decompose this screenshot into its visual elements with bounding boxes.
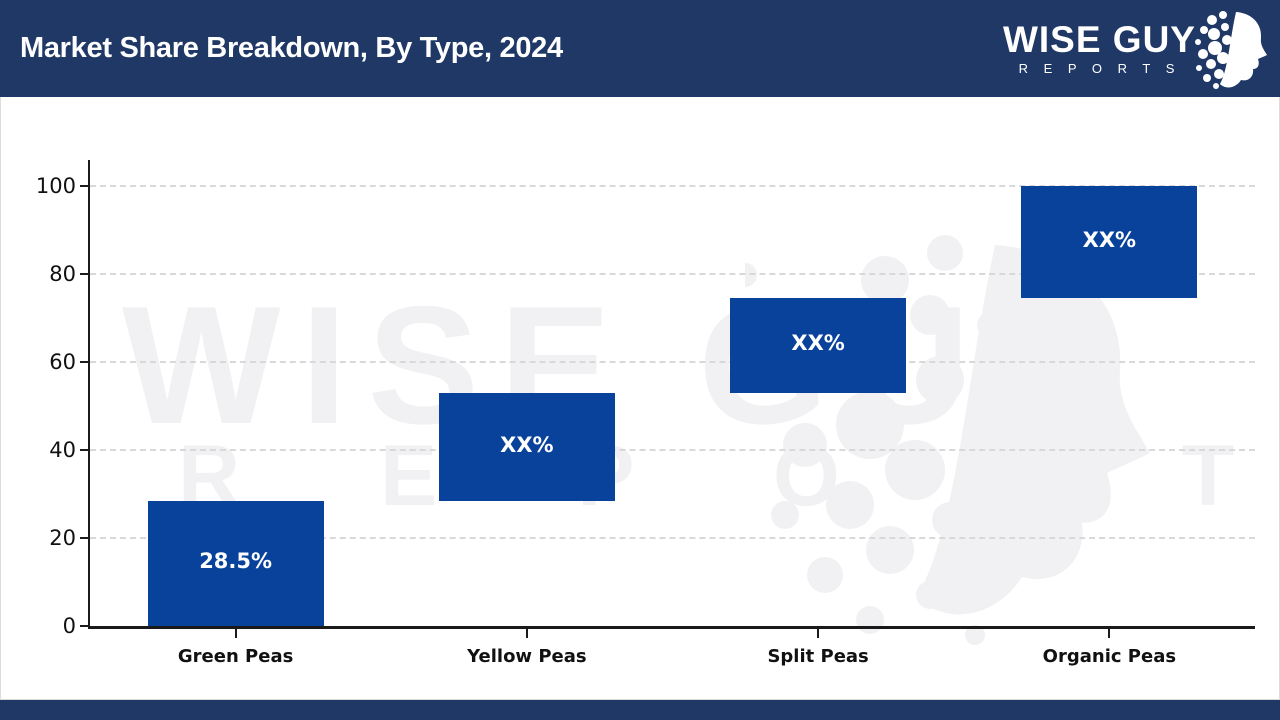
watermark: WISE GUY R E P O R T S xyxy=(0,97,1280,700)
gridline xyxy=(90,361,1255,363)
x-category-label: Green Peas xyxy=(177,646,294,667)
gridline xyxy=(90,449,1255,451)
bar-green-peas: 28.5% xyxy=(147,500,324,626)
logo-brand-name: WISE GUY xyxy=(1002,19,1196,60)
gridline xyxy=(90,273,1255,275)
y-tick-label: 60 xyxy=(49,350,76,374)
y-tick-label: 100 xyxy=(35,174,76,198)
bar-yellow-peas: XX% xyxy=(438,392,615,501)
left-border xyxy=(0,97,1,700)
x-tick-mark xyxy=(817,629,820,638)
bar-organic-peas: XX% xyxy=(1021,186,1198,299)
bar-value-label: 28.5% xyxy=(199,549,273,574)
x-tick-mark xyxy=(525,629,528,638)
y-tick-label: 40 xyxy=(49,438,76,462)
y-tick-label: 20 xyxy=(49,526,76,550)
y-tick-mark xyxy=(80,625,88,627)
y-tick-mark xyxy=(80,449,88,451)
x-tick-mark xyxy=(234,629,237,638)
y-tick-mark xyxy=(80,185,88,187)
bar-value-label: XX% xyxy=(1082,228,1137,253)
gridline xyxy=(90,185,1255,187)
y-tick-mark xyxy=(80,537,88,539)
page-title: Market Share Breakdown, By Type, 2024 xyxy=(20,32,563,64)
bar-value-label: XX% xyxy=(500,432,554,457)
plot-area: 0 20 40 60 80 100 28.5% XX% XX% XX% Green Peas Ye… xyxy=(36,160,1255,667)
bar-split-peas: XX% xyxy=(730,298,907,393)
x-category-label: Organic Peas xyxy=(1042,646,1177,667)
x-category-label: Split Peas xyxy=(767,646,869,667)
wise-guy-reports-logo: WISE GUY R E P O R T S xyxy=(1003,6,1268,92)
x-category-label: Yellow Peas xyxy=(467,646,587,667)
bar-value-label: XX% xyxy=(791,331,845,356)
logo-text: WISE GUY R E P O R T S xyxy=(1003,20,1196,78)
footer-bar xyxy=(0,699,1280,720)
dotted-face-icon xyxy=(1195,11,1267,89)
logo-brand-subtitle: R E P O R T S xyxy=(1018,61,1181,76)
y-tick-label: 0 xyxy=(62,614,76,638)
y-tick-label: 80 xyxy=(49,262,76,286)
x-tick-mark xyxy=(1108,629,1111,638)
y-tick-mark xyxy=(80,273,88,275)
header-bar: Market Share Breakdown, By Type, 2024 WI… xyxy=(0,0,1280,97)
y-tick-mark xyxy=(80,361,88,363)
gridline xyxy=(90,537,1255,539)
